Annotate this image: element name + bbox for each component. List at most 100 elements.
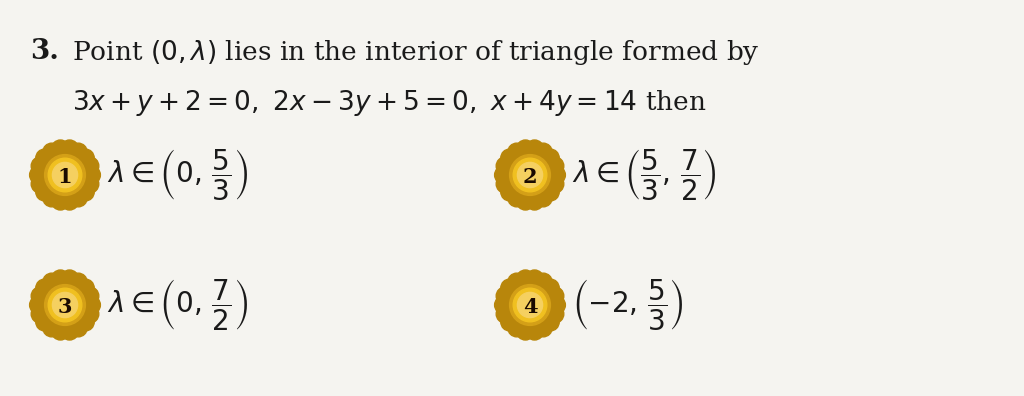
Circle shape — [501, 183, 519, 201]
Circle shape — [499, 182, 510, 192]
Circle shape — [510, 154, 551, 195]
Text: $\lambda \in \left(\dfrac{5}{3},\,\dfrac{7}{2}\right)$: $\lambda \in \left(\dfrac{5}{3},\,\dfrac… — [572, 147, 717, 202]
Circle shape — [542, 313, 559, 331]
Circle shape — [516, 270, 535, 288]
Circle shape — [516, 192, 535, 210]
Circle shape — [546, 157, 564, 175]
Circle shape — [535, 143, 552, 161]
Circle shape — [513, 158, 547, 192]
Circle shape — [81, 305, 98, 323]
Circle shape — [517, 162, 543, 188]
Circle shape — [551, 312, 561, 322]
Circle shape — [497, 175, 514, 193]
Circle shape — [76, 183, 94, 201]
Circle shape — [76, 313, 94, 331]
Circle shape — [507, 282, 553, 328]
Circle shape — [551, 158, 561, 168]
Circle shape — [525, 322, 544, 340]
Circle shape — [51, 270, 70, 288]
Circle shape — [70, 143, 87, 161]
Circle shape — [542, 279, 559, 297]
Circle shape — [60, 270, 79, 288]
Circle shape — [31, 157, 49, 175]
Circle shape — [510, 285, 551, 326]
Circle shape — [501, 313, 519, 331]
Circle shape — [76, 279, 94, 297]
Circle shape — [499, 287, 510, 298]
Circle shape — [34, 287, 45, 298]
Circle shape — [525, 192, 544, 210]
Circle shape — [517, 292, 543, 318]
Circle shape — [542, 149, 559, 167]
Circle shape — [85, 158, 96, 168]
Circle shape — [34, 158, 45, 168]
Text: 2: 2 — [522, 167, 538, 187]
Circle shape — [88, 300, 99, 310]
Circle shape — [501, 149, 519, 167]
Circle shape — [45, 154, 85, 195]
Text: 3.: 3. — [30, 38, 58, 65]
Circle shape — [548, 296, 565, 314]
Circle shape — [508, 143, 525, 161]
Circle shape — [31, 287, 49, 305]
Circle shape — [85, 312, 96, 322]
Circle shape — [525, 140, 544, 158]
Circle shape — [553, 169, 564, 181]
Circle shape — [45, 285, 85, 326]
Circle shape — [497, 157, 514, 175]
Circle shape — [535, 189, 552, 207]
Text: $\lambda \in \left(0,\,\dfrac{5}{3}\right)$: $\lambda \in \left(0,\,\dfrac{5}{3}\righ… — [106, 147, 248, 202]
Circle shape — [508, 189, 525, 207]
Circle shape — [31, 169, 42, 181]
Circle shape — [34, 182, 45, 192]
Circle shape — [535, 273, 552, 291]
Circle shape — [76, 149, 94, 167]
Circle shape — [551, 287, 561, 298]
Circle shape — [525, 270, 544, 288]
Circle shape — [36, 279, 54, 297]
Circle shape — [36, 149, 54, 167]
Circle shape — [516, 322, 535, 340]
Circle shape — [81, 157, 98, 175]
Circle shape — [513, 288, 547, 322]
Circle shape — [546, 175, 564, 193]
Text: $\lambda \in \left(0,\,\dfrac{7}{2}\right)$: $\lambda \in \left(0,\,\dfrac{7}{2}\righ… — [106, 278, 248, 333]
Circle shape — [36, 313, 54, 331]
Circle shape — [497, 287, 514, 305]
Circle shape — [535, 319, 552, 337]
Circle shape — [31, 300, 42, 310]
Circle shape — [85, 182, 96, 192]
Circle shape — [52, 162, 78, 188]
Circle shape — [497, 305, 514, 323]
Circle shape — [30, 166, 47, 184]
Circle shape — [43, 319, 60, 337]
Circle shape — [496, 300, 507, 310]
Circle shape — [70, 189, 87, 207]
Circle shape — [60, 140, 79, 158]
Text: $\left(-2,\,\dfrac{5}{3}\right)$: $\left(-2,\,\dfrac{5}{3}\right)$ — [572, 278, 684, 333]
Circle shape — [81, 287, 98, 305]
Circle shape — [60, 192, 79, 210]
Circle shape — [553, 300, 564, 310]
Circle shape — [551, 182, 561, 192]
Circle shape — [51, 140, 70, 158]
Circle shape — [43, 143, 60, 161]
Circle shape — [542, 183, 559, 201]
Circle shape — [82, 296, 100, 314]
Circle shape — [496, 169, 507, 181]
Circle shape — [42, 152, 88, 198]
Circle shape — [48, 158, 82, 192]
Circle shape — [70, 319, 87, 337]
Circle shape — [85, 287, 96, 298]
Text: 1: 1 — [57, 167, 73, 187]
Circle shape — [88, 169, 99, 181]
Circle shape — [70, 273, 87, 291]
Circle shape — [31, 305, 49, 323]
Circle shape — [81, 175, 98, 193]
Circle shape — [499, 158, 510, 168]
Circle shape — [508, 319, 525, 337]
Circle shape — [34, 312, 45, 322]
Circle shape — [499, 312, 510, 322]
Circle shape — [501, 279, 519, 297]
Circle shape — [42, 282, 88, 328]
